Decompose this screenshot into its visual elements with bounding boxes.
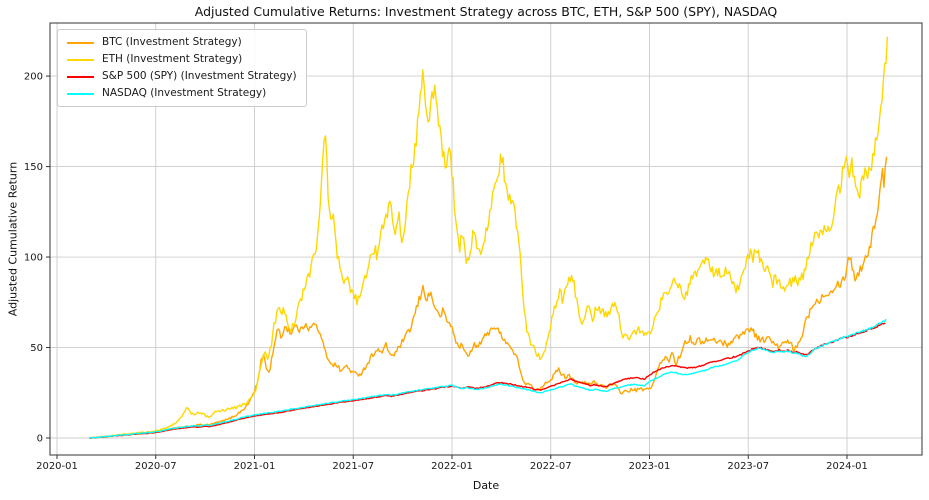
legend-label-btc: BTC (Investment Strategy) <box>102 36 242 48</box>
legend-item-eth: ETH (Investment Strategy) <box>67 53 297 66</box>
plot-border <box>49 22 923 456</box>
x-tick-label: 2024-01 <box>826 461 868 472</box>
x-tick-label: 2021-01 <box>234 461 276 472</box>
x-axis-label: Date <box>472 479 500 492</box>
y-tick-label: 200 <box>24 72 43 83</box>
x-tick-label: 2022-01 <box>431 461 473 472</box>
legend-item-spy: S&P 500 (SPY) (Investment Strategy) <box>67 70 297 83</box>
x-tick-label: 2022-07 <box>530 461 572 472</box>
legend-line-swatch-btc <box>67 41 94 44</box>
x-tick-label: 2020-01 <box>36 461 78 472</box>
legend-item-btc: BTC (Investment Strategy) <box>67 36 297 49</box>
y-tick-label: 150 <box>24 162 43 173</box>
legend-label-spy: S&P 500 (SPY) (Investment Strategy) <box>102 70 297 82</box>
legend-label-nasdaq: NASDAQ (Investment Strategy) <box>102 87 267 99</box>
legend: BTC (Investment Strategy) ETH (Investmen… <box>57 29 307 107</box>
chart-title: Adjusted Cumulative Returns: Investment … <box>194 4 778 19</box>
y-tick-label: 0 <box>37 434 43 445</box>
x-tick-label: 2023-07 <box>727 461 769 472</box>
series-line-spy <box>89 322 886 439</box>
y-tick-label: 50 <box>30 343 43 354</box>
y-tick-label: 100 <box>24 253 43 264</box>
legend-label-eth: ETH (Investment Strategy) <box>102 53 243 65</box>
legend-item-nasdaq: NASDAQ (Investment Strategy) <box>67 87 297 100</box>
x-tick-label: 2020-07 <box>135 461 177 472</box>
series-line-nasdaq <box>89 318 887 439</box>
series-line-eth <box>89 36 888 439</box>
legend-line-swatch-spy <box>67 75 94 78</box>
legend-line-swatch-eth <box>67 58 94 61</box>
legend-line-swatch-nasdaq <box>67 92 94 95</box>
series-line-btc <box>89 156 888 440</box>
x-tick-label: 2023-01 <box>629 461 671 472</box>
x-tick-label: 2021-07 <box>332 461 374 472</box>
